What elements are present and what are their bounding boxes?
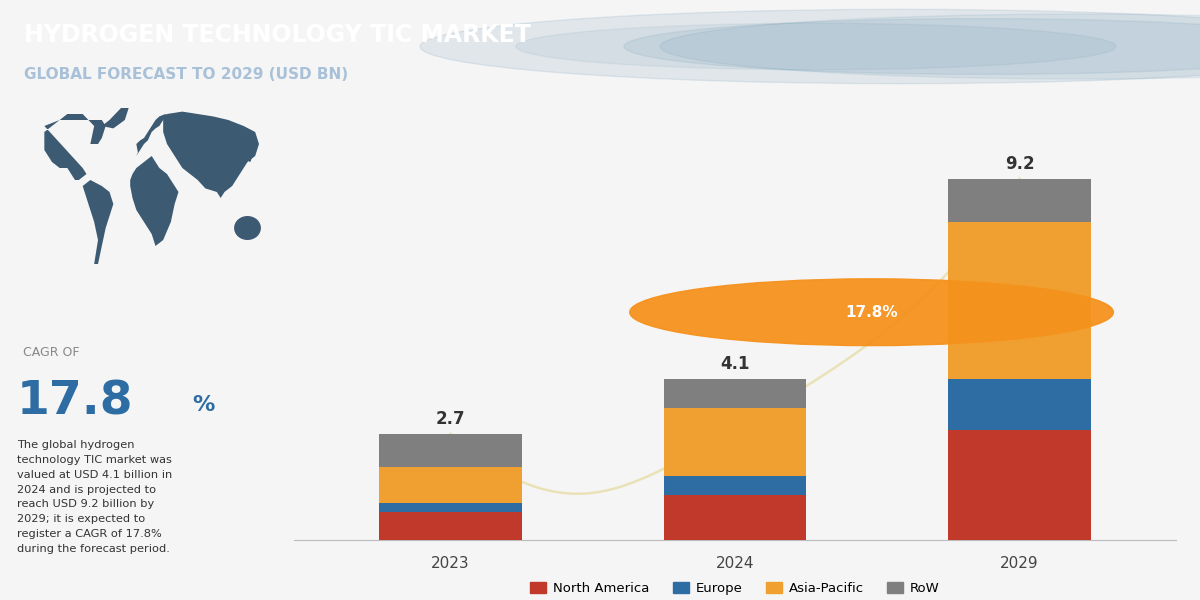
Polygon shape [83, 180, 113, 264]
Text: 4.1: 4.1 [720, 355, 750, 373]
Circle shape [516, 23, 1116, 70]
Bar [664, 495, 806, 540]
Bar [664, 409, 806, 476]
Text: GLOBAL FORECAST TO 2029 (USD BN): GLOBAL FORECAST TO 2029 (USD BN) [24, 67, 348, 82]
Text: CAGR OF: CAGR OF [23, 346, 79, 359]
Circle shape [630, 279, 1114, 346]
Legend: North America, Europe, Asia-Pacific, RoW: North America, Europe, Asia-Pacific, RoW [526, 577, 944, 600]
Polygon shape [130, 156, 179, 246]
Text: 9.2: 9.2 [1004, 155, 1034, 173]
Bar [379, 434, 522, 467]
Bar [948, 430, 1091, 540]
Polygon shape [163, 112, 259, 198]
Polygon shape [44, 114, 106, 180]
Ellipse shape [234, 216, 260, 240]
Text: %: % [192, 395, 214, 415]
Text: 17.8: 17.8 [17, 379, 133, 424]
Bar [948, 222, 1091, 379]
Bar [379, 512, 522, 540]
Circle shape [624, 19, 1200, 74]
Polygon shape [137, 114, 167, 156]
Bar [664, 379, 806, 409]
Text: 2.7: 2.7 [436, 410, 466, 428]
Bar [379, 467, 522, 503]
Circle shape [420, 9, 1200, 84]
Text: 17.8%: 17.8% [845, 305, 898, 320]
Ellipse shape [248, 148, 252, 162]
Bar [664, 476, 806, 495]
Bar [948, 379, 1091, 430]
Circle shape [660, 14, 1200, 79]
Bar [948, 179, 1091, 222]
Bar [379, 503, 522, 512]
Text: HYDROGEN TECHNOLOGY TIC MARKET: HYDROGEN TECHNOLOGY TIC MARKET [24, 23, 530, 47]
Polygon shape [102, 108, 128, 128]
Text: The global hydrogen
technology TIC market was
valued at USD 4.1 billion in
2024 : The global hydrogen technology TIC marke… [17, 440, 172, 554]
